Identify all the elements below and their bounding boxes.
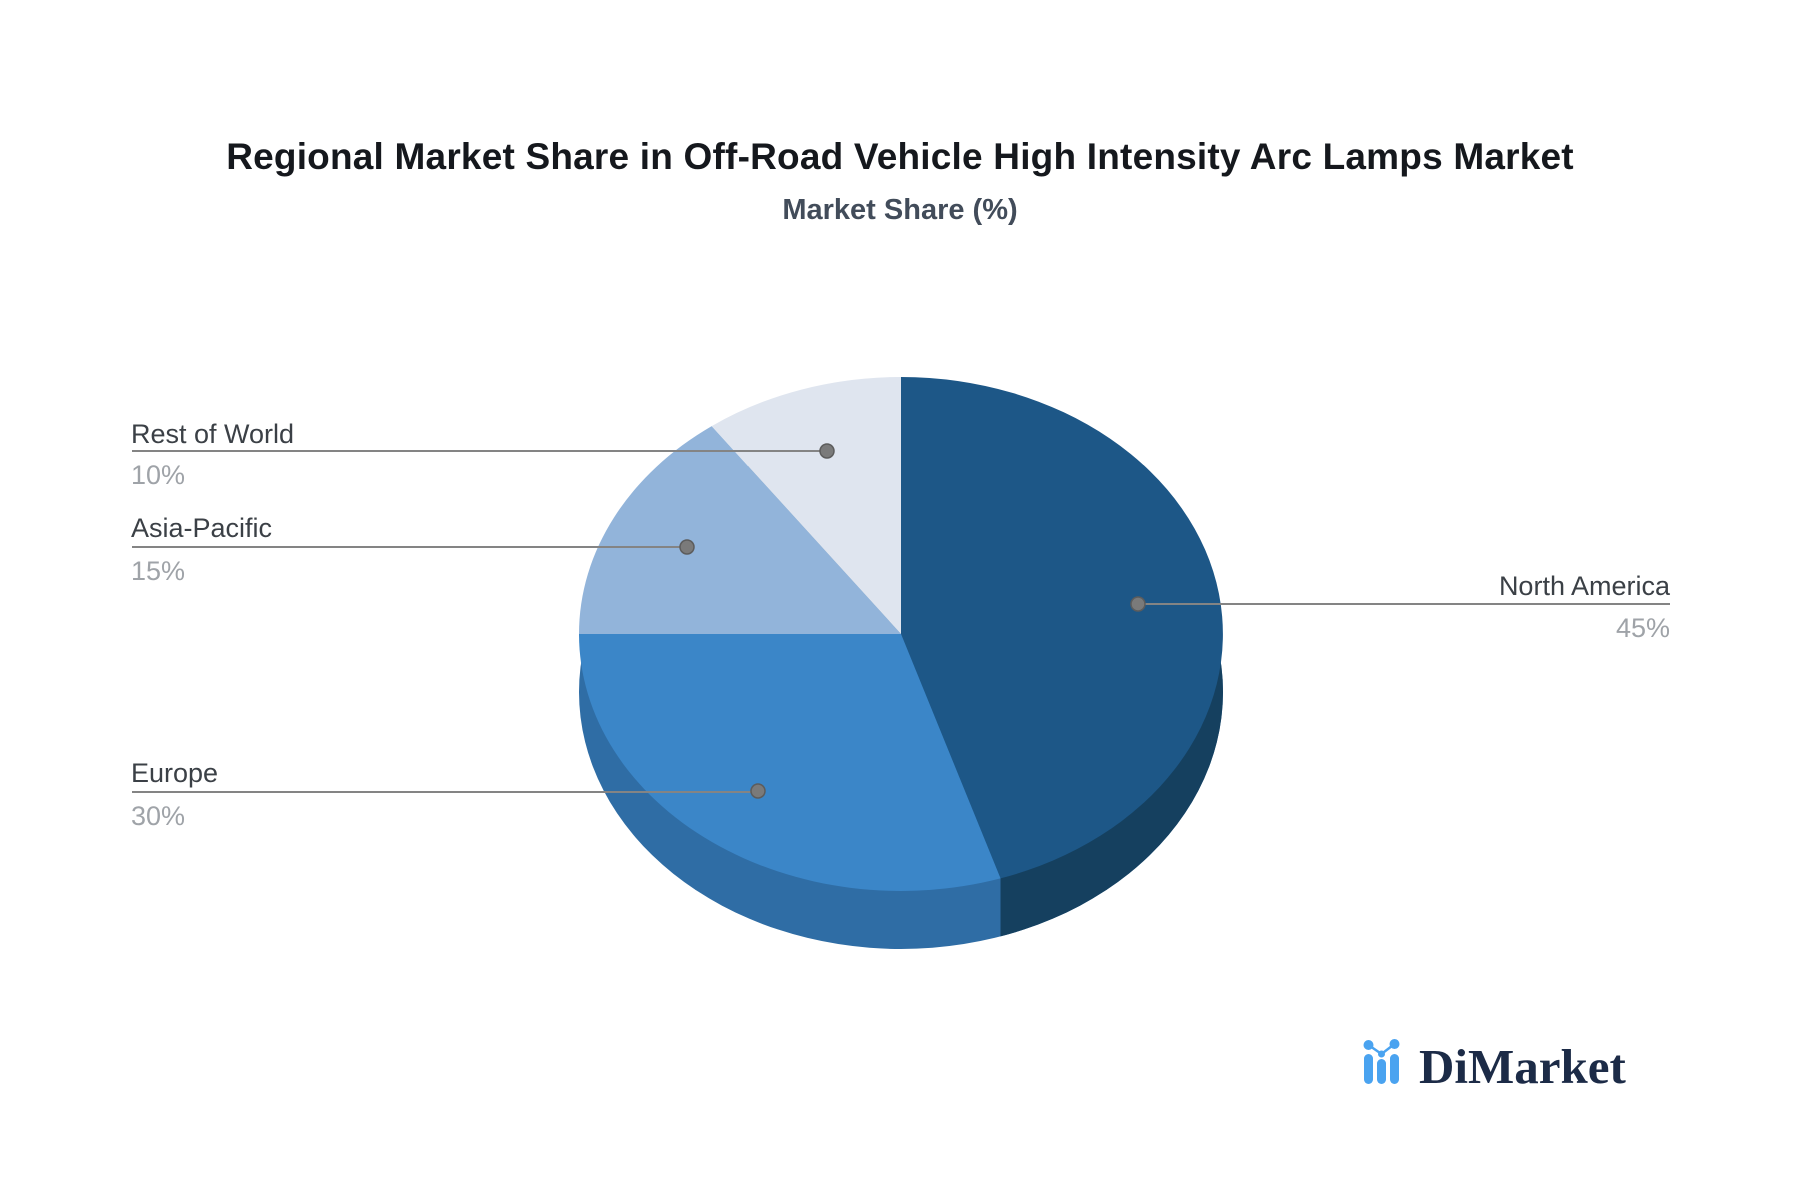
pie-slice-rest-of-world[interactable] xyxy=(711,377,901,634)
label-rest-of-world-name: Rest of World xyxy=(131,419,295,449)
chart-title: Regional Market Share in Off-Road Vehicl… xyxy=(226,136,1574,177)
label-north-america: North America xyxy=(1498,571,1670,602)
leader-lines-layer xyxy=(132,443,1670,799)
value-rest-of-world: 10% xyxy=(131,460,186,491)
leader-dot-asia-pacific xyxy=(679,539,695,555)
pie-slice-asia-pacific[interactable] xyxy=(579,426,901,634)
leader-dot-europe xyxy=(750,783,766,799)
value-europe: 30% xyxy=(131,801,186,832)
leader-dot-north-america xyxy=(1130,596,1146,612)
brand-logo[interactable]: DiMarket xyxy=(1362,1038,1626,1093)
label-rest-of-world-pct: 10% xyxy=(131,460,186,490)
label-europe: Europe xyxy=(131,758,219,789)
value-asia-pacific: 15% xyxy=(131,556,186,587)
label-asia-pacific-pct: 15% xyxy=(131,556,186,586)
bar-line-chart-icon xyxy=(1363,1039,1400,1084)
leader-dot-rest-of-world xyxy=(819,443,835,459)
value-north-america: 45% xyxy=(1615,613,1670,644)
label-rest-of-world: Rest of World xyxy=(131,419,295,450)
label-europe-pct: 30% xyxy=(131,801,186,831)
label-north-america-name: North America xyxy=(1498,571,1670,601)
label-asia-pacific-name: Asia-Pacific xyxy=(131,513,273,543)
pie-slice-north-america[interactable] xyxy=(901,377,1223,879)
label-north-america-pct: 45% xyxy=(1615,613,1670,643)
pie-slice-europe[interactable] xyxy=(579,634,1001,891)
chart-subtitle: Market Share (%) xyxy=(782,194,1018,226)
brand-logo-text: DiMarket xyxy=(1419,1039,1626,1094)
label-asia-pacific: Asia-Pacific xyxy=(131,513,273,544)
label-europe-name: Europe xyxy=(131,758,219,788)
pie-slices-layer xyxy=(579,377,1223,949)
